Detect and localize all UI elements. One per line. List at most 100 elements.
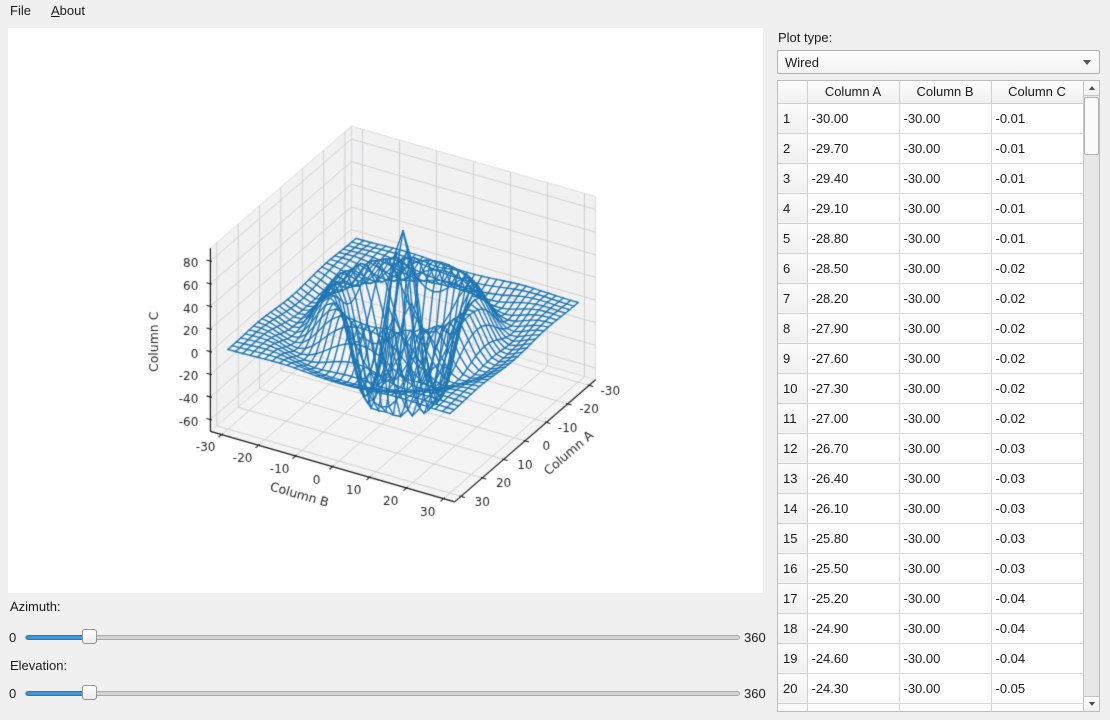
table-cell[interactable]: -30.00 — [898, 342, 992, 374]
azimuth-slider-handle[interactable] — [81, 629, 97, 644]
table-cell[interactable]: -0.04 — [990, 642, 1084, 674]
table-cell[interactable] — [990, 702, 1084, 711]
table-cell[interactable]: -0.01 — [990, 162, 1084, 194]
table-cell[interactable]: -0.02 — [990, 282, 1084, 314]
vertical-scrollbar[interactable] — [1083, 81, 1099, 711]
row-number[interactable]: 13 — [778, 462, 808, 494]
table-cell[interactable]: -29.40 — [806, 162, 900, 194]
table-row[interactable]: 8 -27.90 -30.00 -0.02 — [778, 312, 1084, 344]
table-cell[interactable]: -0.02 — [990, 252, 1084, 284]
table-cell[interactable]: -30.00 — [898, 312, 992, 344]
table-row[interactable]: 7 -28.20 -30.00 -0.02 — [778, 282, 1084, 314]
table-cell[interactable]: -0.04 — [990, 612, 1084, 644]
table-row-partial[interactable] — [778, 702, 1084, 711]
table-cell[interactable]: -27.60 — [806, 342, 900, 374]
table-row[interactable]: 20 -24.30 -30.00 -0.05 — [778, 672, 1084, 704]
table-row[interactable]: 17 -25.20 -30.00 -0.04 — [778, 582, 1084, 614]
table-cell[interactable]: -26.10 — [806, 492, 900, 524]
table-cell[interactable]: -30.00 — [898, 222, 992, 254]
table-row[interactable]: 15 -25.80 -30.00 -0.03 — [778, 522, 1084, 554]
table-row[interactable]: 14 -26.10 -30.00 -0.03 — [778, 492, 1084, 524]
table-row[interactable]: 16 -25.50 -30.00 -0.03 — [778, 552, 1084, 584]
table-cell[interactable]: -26.70 — [806, 432, 900, 464]
table-cell[interactable]: -30.00 — [898, 132, 992, 164]
table-cell[interactable] — [806, 702, 900, 711]
row-number[interactable]: 5 — [778, 222, 808, 254]
row-number[interactable]: 18 — [778, 612, 808, 644]
table-cell[interactable]: -0.01 — [990, 192, 1084, 224]
table-cell[interactable]: -30.00 — [898, 102, 992, 134]
table-row[interactable]: 13 -26.40 -30.00 -0.03 — [778, 462, 1084, 494]
table-row[interactable]: 12 -26.70 -30.00 -0.03 — [778, 432, 1084, 464]
row-number[interactable]: 17 — [778, 582, 808, 614]
table-cell[interactable]: -0.03 — [990, 432, 1084, 464]
row-number[interactable] — [778, 702, 808, 711]
table-cell[interactable]: -30.00 — [898, 642, 992, 674]
azimuth-slider[interactable] — [25, 629, 740, 645]
table-cell[interactable]: -24.60 — [806, 642, 900, 674]
table-cell[interactable]: -25.20 — [806, 582, 900, 614]
azimuth-slider-track[interactable] — [25, 635, 740, 640]
table-cell[interactable]: -0.02 — [990, 342, 1084, 374]
table-cell[interactable]: -0.04 — [990, 582, 1084, 614]
table-cell[interactable]: -30.00 — [898, 162, 992, 194]
table-cell[interactable]: -0.02 — [990, 402, 1084, 434]
table-cell[interactable]: -0.01 — [990, 222, 1084, 254]
table-cell[interactable]: -30.00 — [898, 492, 992, 524]
table-row[interactable]: 9 -27.60 -30.00 -0.02 — [778, 342, 1084, 374]
table-cell[interactable]: -24.30 — [806, 672, 900, 704]
table-cell[interactable]: -30.00 — [898, 282, 992, 314]
table-row[interactable]: 3 -29.40 -30.00 -0.01 — [778, 162, 1084, 194]
table-cell[interactable]: -30.00 — [898, 432, 992, 464]
table-cell[interactable]: -0.03 — [990, 462, 1084, 494]
table-cell[interactable]: -30.00 — [898, 462, 992, 494]
column-header-b[interactable]: Column B — [898, 81, 992, 104]
row-number[interactable]: 1 — [778, 102, 808, 134]
table-cell[interactable]: -28.20 — [806, 282, 900, 314]
row-number[interactable]: 2 — [778, 132, 808, 164]
table-cell[interactable]: -30.00 — [898, 552, 992, 584]
menu-item-about[interactable]: About — [50, 2, 85, 18]
row-number[interactable]: 12 — [778, 432, 808, 464]
table-cell[interactable]: -30.00 — [898, 402, 992, 434]
table-cell[interactable] — [898, 702, 992, 711]
row-number[interactable]: 19 — [778, 642, 808, 674]
table-cell[interactable]: -30.00 — [898, 612, 992, 644]
table-row[interactable]: 6 -28.50 -30.00 -0.02 — [778, 252, 1084, 284]
table-cell[interactable]: -27.90 — [806, 312, 900, 344]
table-cell[interactable]: -0.03 — [990, 522, 1084, 554]
table-cell[interactable]: -30.00 — [898, 582, 992, 614]
row-number[interactable]: 16 — [778, 552, 808, 584]
table-cell[interactable]: -27.00 — [806, 402, 900, 434]
table-row[interactable]: 4 -29.10 -30.00 -0.01 — [778, 192, 1084, 224]
table-cell[interactable]: -29.10 — [806, 192, 900, 224]
table-cell[interactable]: -30.00 — [898, 192, 992, 224]
row-number[interactable]: 20 — [778, 672, 808, 704]
row-number[interactable]: 6 — [778, 252, 808, 284]
table-cell[interactable]: -0.02 — [990, 312, 1084, 344]
table-cell[interactable]: -0.03 — [990, 492, 1084, 524]
table-cell[interactable]: -0.03 — [990, 552, 1084, 584]
row-number[interactable]: 14 — [778, 492, 808, 524]
table-cell[interactable]: -25.80 — [806, 522, 900, 554]
table-cell[interactable]: -30.00 — [898, 372, 992, 404]
table-cell[interactable]: -24.90 — [806, 612, 900, 644]
table-cell[interactable]: -0.01 — [990, 132, 1084, 164]
table-cell[interactable]: -27.30 — [806, 372, 900, 404]
table-row[interactable]: 5 -28.80 -30.00 -0.01 — [778, 222, 1084, 254]
scrollbar-thumb[interactable] — [1084, 97, 1099, 155]
table-row[interactable]: 1 -30.00 -30.00 -0.01 — [778, 102, 1084, 134]
column-header-c[interactable]: Column C — [990, 81, 1084, 104]
table-corner-cell[interactable] — [778, 81, 808, 104]
table-row[interactable]: 19 -24.60 -30.00 -0.04 — [778, 642, 1084, 674]
table-row[interactable]: 18 -24.90 -30.00 -0.04 — [778, 612, 1084, 644]
table-row[interactable]: 10 -27.30 -30.00 -0.02 — [778, 372, 1084, 404]
table-cell[interactable]: -30.00 — [898, 252, 992, 284]
table-cell[interactable]: -25.50 — [806, 552, 900, 584]
table-cell[interactable]: -0.05 — [990, 672, 1084, 704]
row-number[interactable]: 10 — [778, 372, 808, 404]
row-number[interactable]: 3 — [778, 162, 808, 194]
table-cell[interactable]: -28.50 — [806, 252, 900, 284]
elevation-slider-handle[interactable] — [81, 685, 97, 700]
elevation-slider[interactable] — [25, 685, 740, 701]
